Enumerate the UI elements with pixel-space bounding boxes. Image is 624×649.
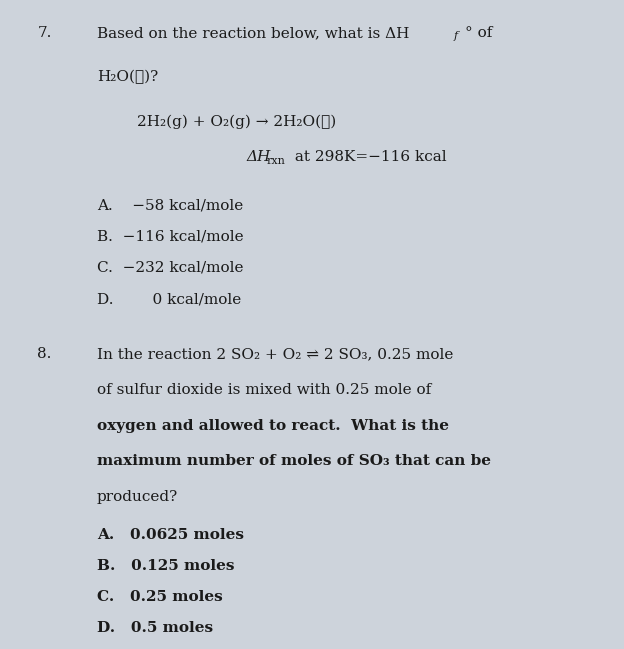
Text: C.  −232 kcal/mole: C. −232 kcal/mole xyxy=(97,261,243,275)
Text: B.   0.125 moles: B. 0.125 moles xyxy=(97,559,234,573)
Text: oxygen and allowed to react.  What is the: oxygen and allowed to react. What is the xyxy=(97,419,449,433)
Text: D.   0.5 moles: D. 0.5 moles xyxy=(97,621,213,635)
Text: f: f xyxy=(454,31,458,41)
Text: ΔH: ΔH xyxy=(246,150,271,164)
Text: H₂O(ℓ)?: H₂O(ℓ)? xyxy=(97,70,158,84)
Text: 2H₂(g) + O₂(g) → 2H₂O(ℓ): 2H₂(g) + O₂(g) → 2H₂O(ℓ) xyxy=(137,114,336,129)
Text: produced?: produced? xyxy=(97,490,178,504)
Text: rxn: rxn xyxy=(267,156,286,166)
Text: Based on the reaction below, what is ΔH: Based on the reaction below, what is ΔH xyxy=(97,26,409,40)
Text: A.    −58 kcal/mole: A. −58 kcal/mole xyxy=(97,199,243,213)
Text: of sulfur dioxide is mixed with 0.25 mole of: of sulfur dioxide is mixed with 0.25 mol… xyxy=(97,383,431,397)
Text: 8.: 8. xyxy=(37,347,52,361)
Text: ° of: ° of xyxy=(465,26,492,40)
Text: In the reaction 2 SO₂ + O₂ ⇌ 2 SO₃, 0.25 mole: In the reaction 2 SO₂ + O₂ ⇌ 2 SO₃, 0.25… xyxy=(97,347,453,361)
Text: at 298K=−116 kcal: at 298K=−116 kcal xyxy=(290,150,447,164)
Text: maximum number of moles of SO₃ that can be: maximum number of moles of SO₃ that can … xyxy=(97,454,490,469)
Text: B.  −116 kcal/mole: B. −116 kcal/mole xyxy=(97,230,243,244)
Text: 7.: 7. xyxy=(37,26,52,40)
Text: C.   0.25 moles: C. 0.25 moles xyxy=(97,590,223,604)
Text: D.        0 kcal/mole: D. 0 kcal/mole xyxy=(97,292,241,306)
Text: A.   0.0625 moles: A. 0.0625 moles xyxy=(97,528,244,542)
